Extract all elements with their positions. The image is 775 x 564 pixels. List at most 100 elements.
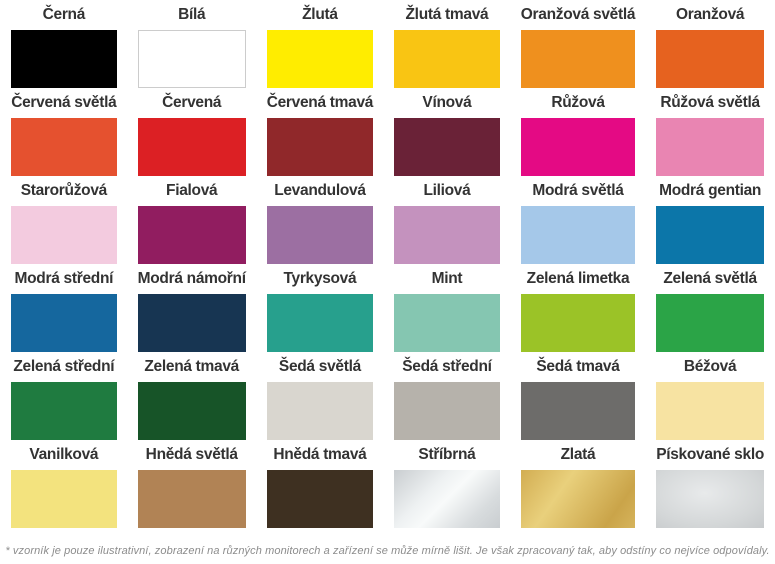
color-swatch (656, 118, 764, 176)
swatch-cell: Červená tmavá (266, 88, 374, 176)
swatch-label: Tyrkysová (283, 270, 357, 287)
swatch-cell: Červená světlá (11, 88, 117, 176)
color-swatch (520, 118, 636, 176)
swatch-label: Stříbrná (418, 446, 476, 463)
swatch-label: Modrá gentian (659, 182, 762, 199)
swatch-cell: Modrá světlá (520, 176, 636, 264)
swatch-cell: Mint (394, 264, 500, 352)
color-swatch (11, 118, 117, 176)
color-swatch-grid: Černá Bílá Žlutá Žlutá tmavá Oranžová sv… (11, 0, 764, 528)
swatch-label: Žlutá tmavá (405, 6, 489, 23)
color-swatch (520, 30, 636, 88)
swatch-label: Modrá světlá (532, 182, 624, 199)
swatch-cell: Tyrkysová (266, 264, 374, 352)
color-swatch (394, 206, 500, 264)
swatch-label: Červená světlá (11, 94, 117, 111)
color-swatch (520, 206, 636, 264)
swatch-label: Béžová (683, 358, 737, 375)
swatch-cell: Zelená světlá (656, 264, 764, 352)
swatch-cell: Žlutá (266, 0, 374, 88)
swatch-cell: Růžová (520, 88, 636, 176)
swatch-label: Šedá střední (402, 358, 492, 375)
color-swatch (137, 30, 246, 88)
swatch-label: Růžová (551, 94, 605, 111)
swatch-cell: Bílá (137, 0, 246, 88)
color-swatch (656, 206, 764, 264)
swatch-label: Červená (162, 94, 222, 111)
swatch-cell: Hnědá světlá (137, 440, 246, 528)
swatch-label: Zelená střední (13, 358, 115, 375)
color-swatch (137, 470, 246, 528)
swatch-label: Zlatá (560, 446, 596, 463)
swatch-cell: Starorůžová (11, 176, 117, 264)
color-swatch (11, 206, 117, 264)
color-swatch (266, 294, 374, 352)
color-swatch (520, 294, 636, 352)
swatch-cell: Fialová (137, 176, 246, 264)
swatch-label: Zelená světlá (663, 270, 757, 287)
swatch-cell: Vínová (394, 88, 500, 176)
swatch-cell: Šedá světlá (266, 352, 374, 440)
color-swatch (394, 30, 500, 88)
swatch-cell: Šedá tmavá (520, 352, 636, 440)
swatch-cell: Hnědá tmavá (266, 440, 374, 528)
swatch-label: Bílá (178, 6, 206, 23)
swatch-cell: Červená (137, 88, 246, 176)
swatch-cell: Modrá gentian (656, 176, 764, 264)
swatch-cell: Zelená limetka (520, 264, 636, 352)
color-swatch (394, 382, 500, 440)
color-swatch (137, 294, 246, 352)
swatch-cell: Oranžová (656, 0, 764, 88)
swatch-label: Liliová (423, 182, 471, 199)
swatch-cell: Levandulová (266, 176, 374, 264)
swatch-label: Levandulová (274, 182, 366, 199)
swatch-cell: Stříbrná (394, 440, 500, 528)
swatch-cell: Modrá střední (11, 264, 117, 352)
swatch-cell: Růžová světlá (656, 88, 764, 176)
swatch-cell: Liliová (394, 176, 500, 264)
swatch-cell: Béžová (656, 352, 764, 440)
color-swatch (11, 294, 117, 352)
swatch-label: Hnědá světlá (145, 446, 238, 463)
swatch-label: Hnědá tmavá (273, 446, 367, 463)
swatch-label: Modrá námořní (137, 270, 246, 287)
color-swatch (11, 382, 117, 440)
color-swatch (656, 30, 764, 88)
swatch-cell: Šedá střední (394, 352, 500, 440)
color-swatch (656, 294, 764, 352)
swatch-cell: Oranžová světlá (520, 0, 636, 88)
color-swatch (137, 382, 246, 440)
swatch-label: Pískované sklo (656, 446, 764, 463)
color-swatch (11, 30, 117, 88)
color-swatch (394, 294, 500, 352)
swatch-label: Černá (42, 6, 86, 23)
swatch-cell: Zelená střední (11, 352, 117, 440)
swatch-cell: Pískované sklo (656, 440, 764, 528)
color-swatch (266, 382, 374, 440)
swatch-label: Oranžová světlá (520, 6, 636, 23)
swatch-label: Růžová světlá (660, 94, 760, 111)
color-swatch (11, 470, 117, 528)
color-swatch (266, 118, 374, 176)
disclaimer-footnote: * vzorník je pouze ilustrativní, zobraze… (5, 545, 770, 557)
color-swatch (520, 382, 636, 440)
swatch-cell: Černá (11, 0, 117, 88)
color-swatch (656, 382, 764, 440)
color-swatch (394, 470, 500, 528)
swatch-label: Zelená tmavá (144, 358, 239, 375)
swatch-label: Vínová (422, 94, 472, 111)
color-swatch (266, 30, 374, 88)
swatch-cell: Zelená tmavá (137, 352, 246, 440)
color-swatch (137, 206, 246, 264)
swatch-label: Žlutá (302, 6, 338, 23)
color-swatch (394, 118, 500, 176)
swatch-cell: Vanilková (11, 440, 117, 528)
swatch-label: Vanilková (29, 446, 99, 463)
color-swatch (266, 470, 374, 528)
swatch-label: Oranžová (675, 6, 745, 23)
swatch-label: Modrá střední (14, 270, 114, 287)
swatch-label: Fialová (166, 182, 218, 199)
swatch-label: Zelená limetka (526, 270, 630, 287)
swatch-label: Šedá tmavá (536, 358, 620, 375)
